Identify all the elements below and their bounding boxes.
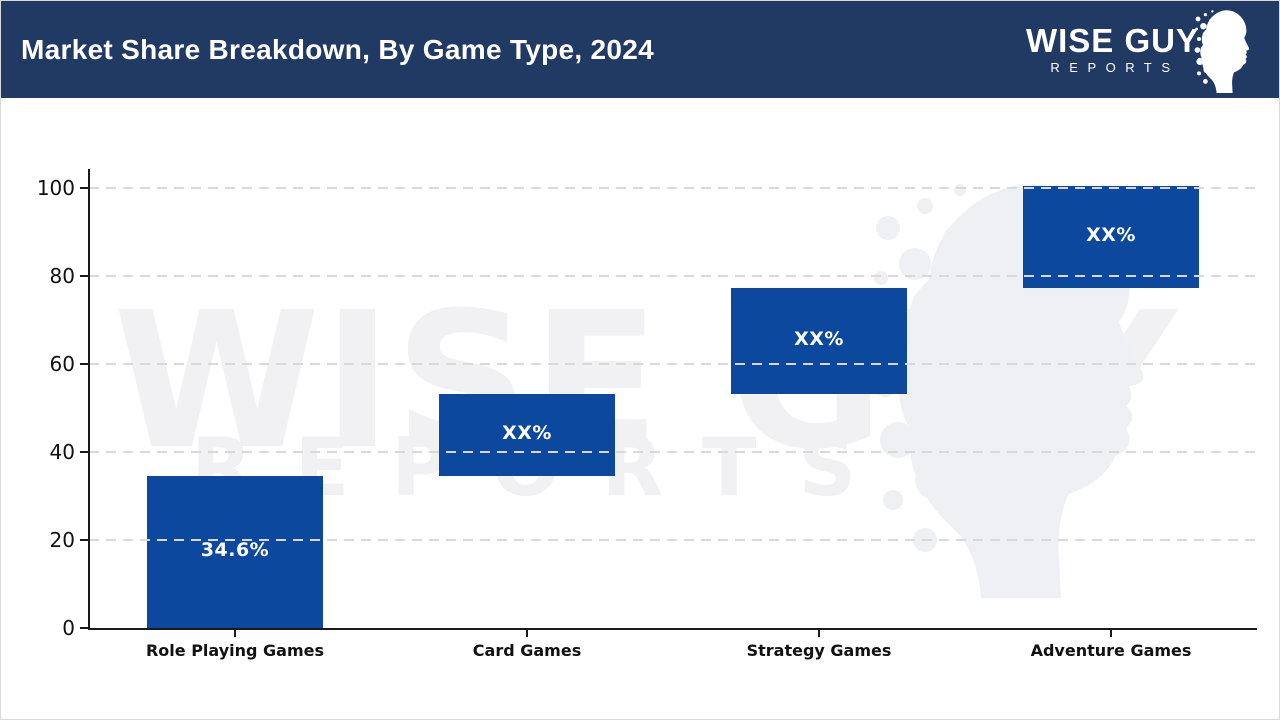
x-tick xyxy=(234,630,236,637)
header: Market Share Breakdown, By Game Type, 20… xyxy=(1,1,1279,98)
gridline-40 xyxy=(89,451,1257,453)
y-tick xyxy=(80,539,89,541)
bar-value-label: XX% xyxy=(794,327,844,350)
gridline-80 xyxy=(89,275,1257,277)
brand-face-icon xyxy=(1183,7,1269,93)
brand-tagline: REPORTS xyxy=(1050,60,1180,75)
page-title: Market Share Breakdown, By Game Type, 20… xyxy=(21,33,655,65)
bar-value-label: 34.6% xyxy=(200,538,270,561)
x-tick xyxy=(818,630,820,637)
y-tick-label: 80 xyxy=(49,264,75,288)
y-tick xyxy=(80,275,89,277)
bar-strategy-games xyxy=(731,287,907,394)
y-tick-label: 0 xyxy=(62,616,75,640)
x-axis-label-adventure-games: Adventure Games xyxy=(1030,641,1192,660)
x-axis-label-card-games: Card Games xyxy=(472,641,582,660)
gridline-20 xyxy=(89,539,1257,541)
gridline-100 xyxy=(89,187,1257,189)
y-tick xyxy=(80,187,89,189)
gridline-60 xyxy=(89,363,1257,365)
brand-logo: WISE GUY REPORTS xyxy=(1026,7,1269,93)
bar-adventure-games xyxy=(1023,186,1199,288)
y-tick-label: 20 xyxy=(49,528,75,552)
y-tick-label: 60 xyxy=(49,352,75,376)
y-tick xyxy=(80,363,89,365)
x-axis-label-strategy-games: Strategy Games xyxy=(746,641,892,660)
x-axis-label-role-playing-games: Role Playing Games xyxy=(145,641,325,660)
bar-card-games xyxy=(439,393,615,476)
brand-logo-text: WISE GUY REPORTS xyxy=(1026,24,1199,75)
y-tick-label: 40 xyxy=(49,440,75,464)
x-tick xyxy=(526,630,528,637)
y-tick xyxy=(80,451,89,453)
x-tick xyxy=(1110,630,1112,637)
y-tick-label: 100 xyxy=(36,176,75,200)
y-axis-spine xyxy=(88,169,90,630)
y-tick xyxy=(80,627,89,629)
x-axis-spine xyxy=(88,628,1257,630)
brand-wordmark: WISE GUY xyxy=(1025,22,1199,59)
bar-value-label: XX% xyxy=(502,421,552,444)
bar-role-playing-games xyxy=(147,475,323,628)
bar-value-label: XX% xyxy=(1086,224,1136,247)
